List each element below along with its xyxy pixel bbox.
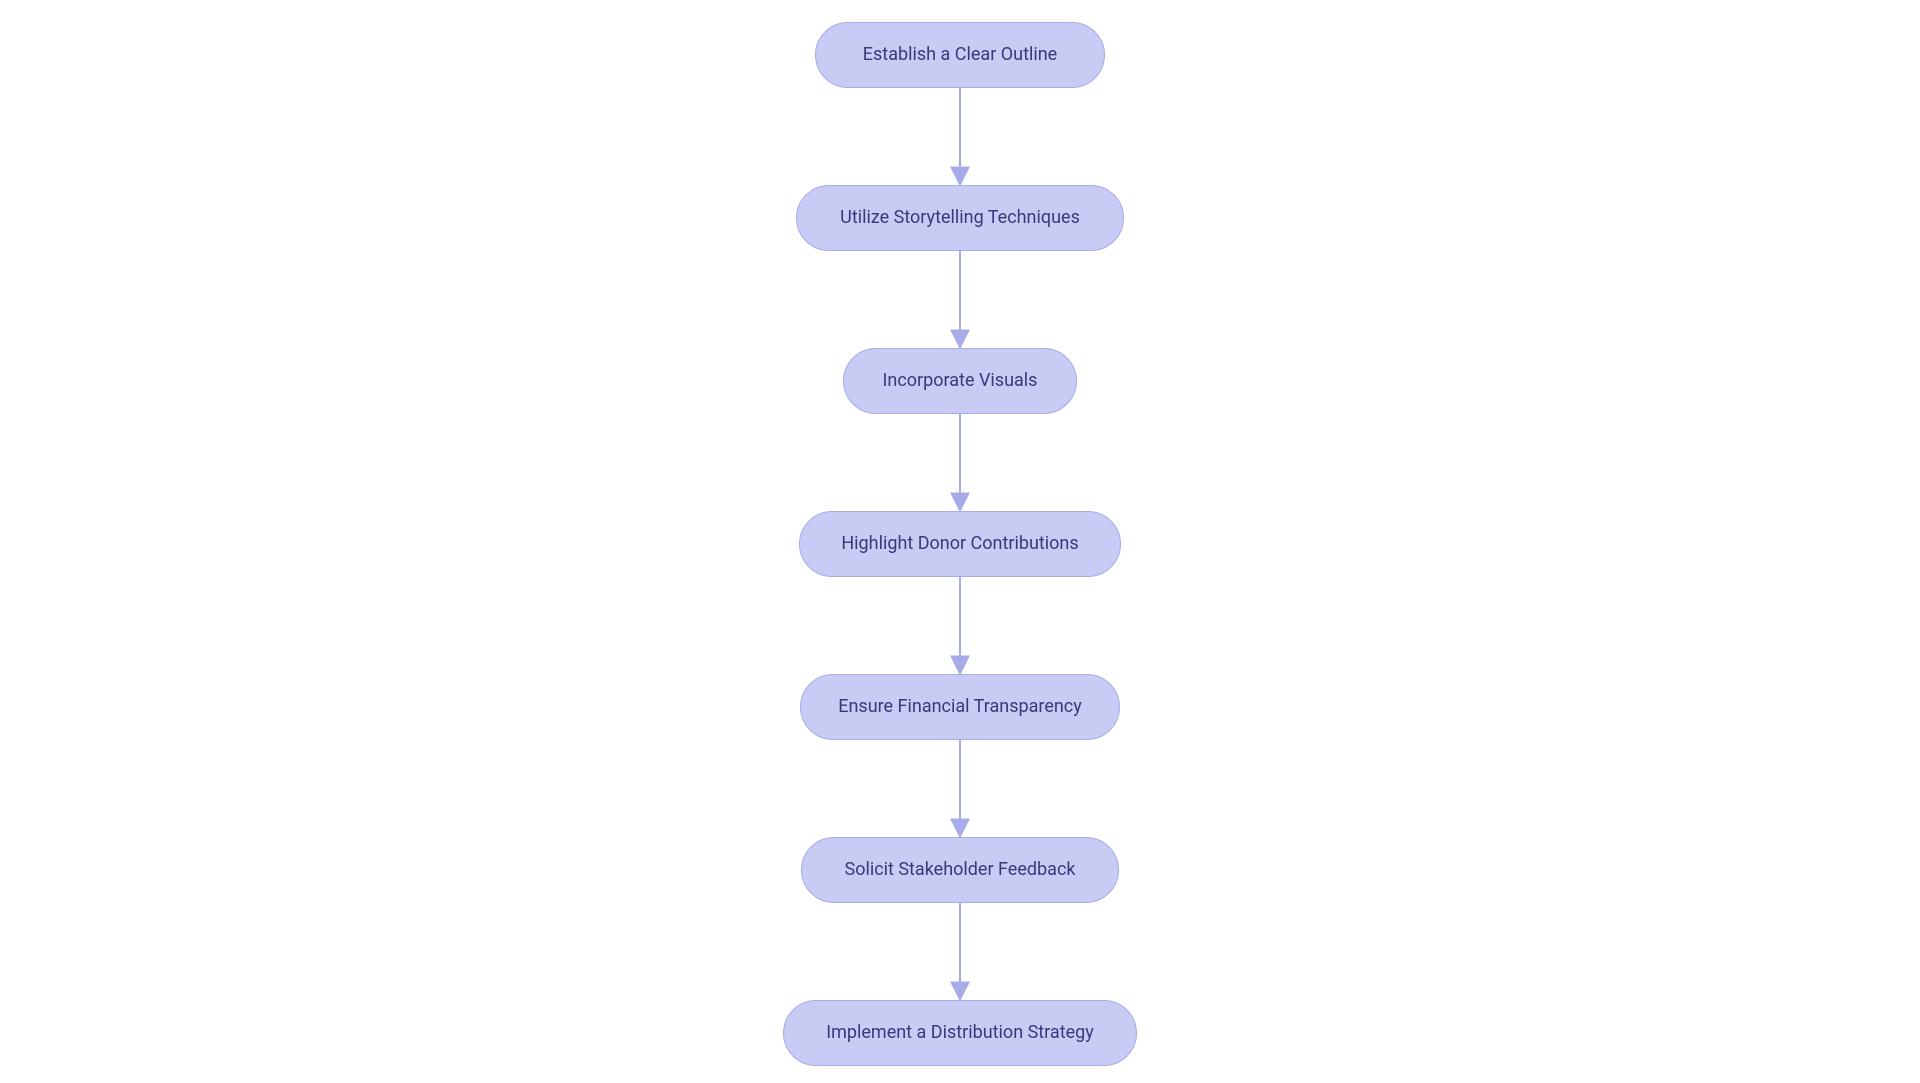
flowchart-node-label: Solicit Stakeholder Feedback	[845, 859, 1076, 880]
flowchart-node: Ensure Financial Transparency	[800, 674, 1120, 740]
flowchart-node-label: Establish a Clear Outline	[863, 44, 1057, 65]
flowchart-node: Highlight Donor Contributions	[799, 511, 1121, 577]
flowchart-node-label: Implement a Distribution Strategy	[826, 1022, 1094, 1043]
flowchart-node: Utilize Storytelling Techniques	[796, 185, 1124, 251]
flowchart-node: Implement a Distribution Strategy	[783, 1000, 1137, 1066]
flowchart-node: Incorporate Visuals	[843, 348, 1077, 414]
flowchart-node: Establish a Clear Outline	[815, 22, 1105, 88]
flowchart-node: Solicit Stakeholder Feedback	[801, 837, 1119, 903]
flowchart-node-label: Utilize Storytelling Techniques	[840, 207, 1080, 228]
flowchart-node-label: Highlight Donor Contributions	[841, 533, 1078, 554]
flowchart-node-label: Incorporate Visuals	[883, 370, 1038, 391]
flowchart-node-label: Ensure Financial Transparency	[838, 696, 1082, 717]
flowchart-canvas: Establish a Clear Outline Utilize Storyte…	[0, 0, 1920, 1083]
